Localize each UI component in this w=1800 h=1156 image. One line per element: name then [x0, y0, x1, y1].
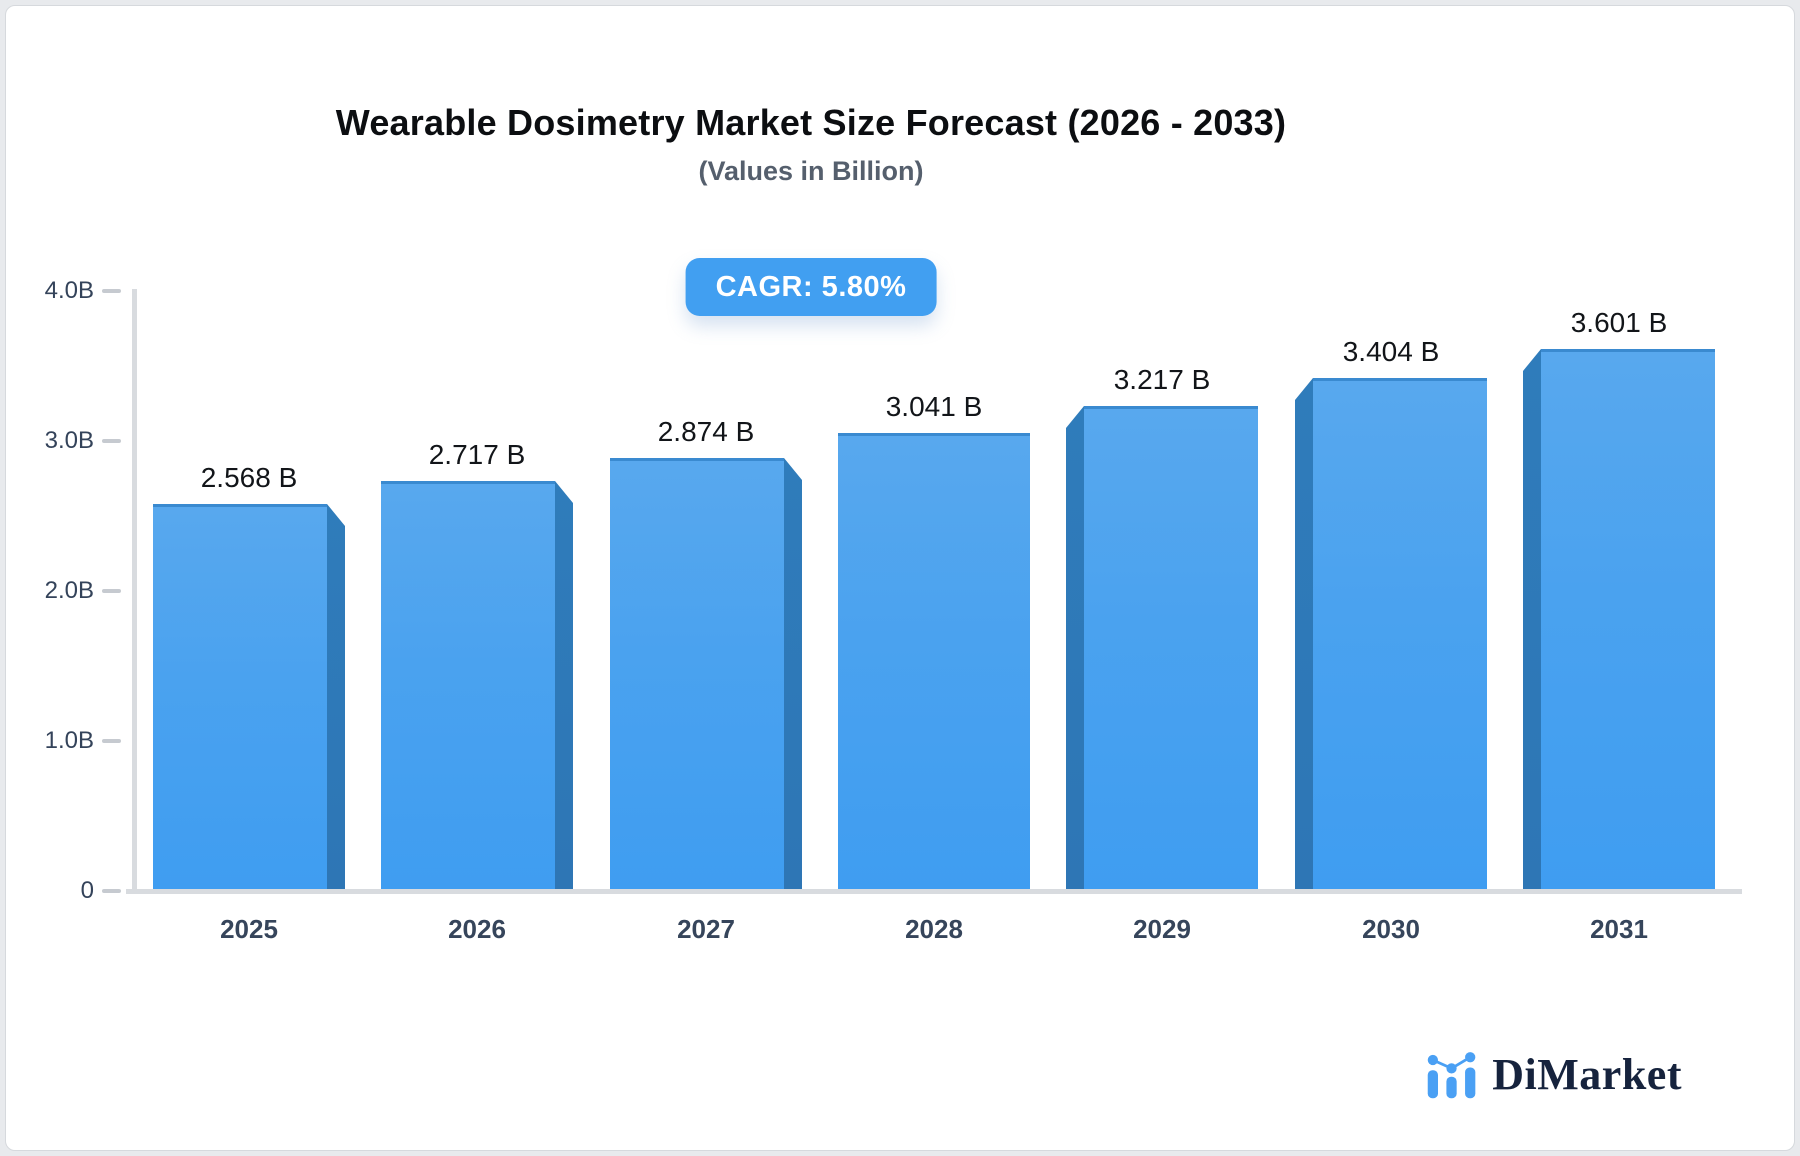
- bar-value-label: 2.717 B: [428, 439, 526, 470]
- brand-logo: DiMarket: [1424, 1046, 1682, 1102]
- bar-face: [1541, 349, 1715, 889]
- bar-value-label: 3.601 B: [1570, 307, 1668, 338]
- bar-2029: [1066, 406, 1258, 889]
- bar-value-label: 3.041 B: [885, 391, 983, 422]
- chart-subtitle: (Values in Billion): [698, 156, 924, 186]
- logo-icon: [1428, 1052, 1476, 1099]
- chart-title: Wearable Dosimetry Market Size Forecast …: [335, 102, 1287, 143]
- plot-area: 4.0B 3.0B 2.0B 1.0B 0 2.568 B 2025 2.717 B 2026 2…: [6, 6, 1794, 1150]
- y-axis-tick: [102, 889, 121, 893]
- bar-2031: [1523, 349, 1715, 889]
- x-axis-label: 2031: [1590, 914, 1648, 944]
- y-axis-tick-label: 1.0B: [44, 727, 94, 754]
- x-axis-label: 2025: [220, 914, 278, 944]
- x-axis-label: 2030: [1362, 914, 1420, 944]
- bar-2027: [610, 458, 802, 889]
- cagr-badge: CAGR: 5.80%: [685, 258, 937, 316]
- logo-text: DiMarket: [1492, 1049, 1682, 1099]
- y-axis-tick-label: 2.0B: [44, 577, 94, 604]
- y-axis-line: [132, 289, 137, 894]
- bar-2026: [381, 481, 573, 889]
- bar-3d-side: [1523, 349, 1541, 889]
- x-axis-label: 2028: [905, 914, 963, 944]
- bar-value-label: 3.217 B: [1113, 364, 1211, 395]
- bar-2030: [1295, 378, 1487, 889]
- bar-2028: [838, 433, 1030, 889]
- y-axis-tick-label: 4.0B: [44, 277, 94, 304]
- chart-card: Wearable Dosimetry Market Size Forecast …: [5, 5, 1795, 1151]
- bar-face: [1313, 378, 1487, 889]
- y-axis-tick: [102, 439, 121, 443]
- bar-3d-side: [1295, 378, 1313, 889]
- y-axis-tick: [102, 289, 121, 293]
- y-axis-tick-label: 0: [80, 877, 94, 904]
- bar-3d-side: [784, 458, 802, 889]
- x-axis-label: 2029: [1133, 914, 1191, 944]
- bar-face: [610, 458, 784, 889]
- x-axis-label: 2026: [448, 914, 506, 944]
- bar-3d-side: [327, 504, 345, 889]
- y-axis-tick: [102, 739, 121, 743]
- bar-value-label: 3.404 B: [1342, 336, 1440, 367]
- bar-face: [1084, 406, 1258, 889]
- y-axis-tick: [102, 589, 121, 593]
- bar-face: [838, 433, 1030, 889]
- bar-2025: [153, 504, 345, 889]
- y-axis-tick-label: 3.0B: [44, 427, 94, 454]
- x-axis-line: [126, 889, 1742, 894]
- bar-face: [153, 504, 327, 889]
- bar-face: [381, 481, 555, 889]
- x-axis-label: 2027: [677, 914, 735, 944]
- bar-3d-side: [555, 481, 573, 889]
- bar-value-label: 2.568 B: [200, 462, 298, 493]
- bar-value-label: 2.874 B: [657, 416, 755, 447]
- bar-3d-side: [1066, 406, 1084, 889]
